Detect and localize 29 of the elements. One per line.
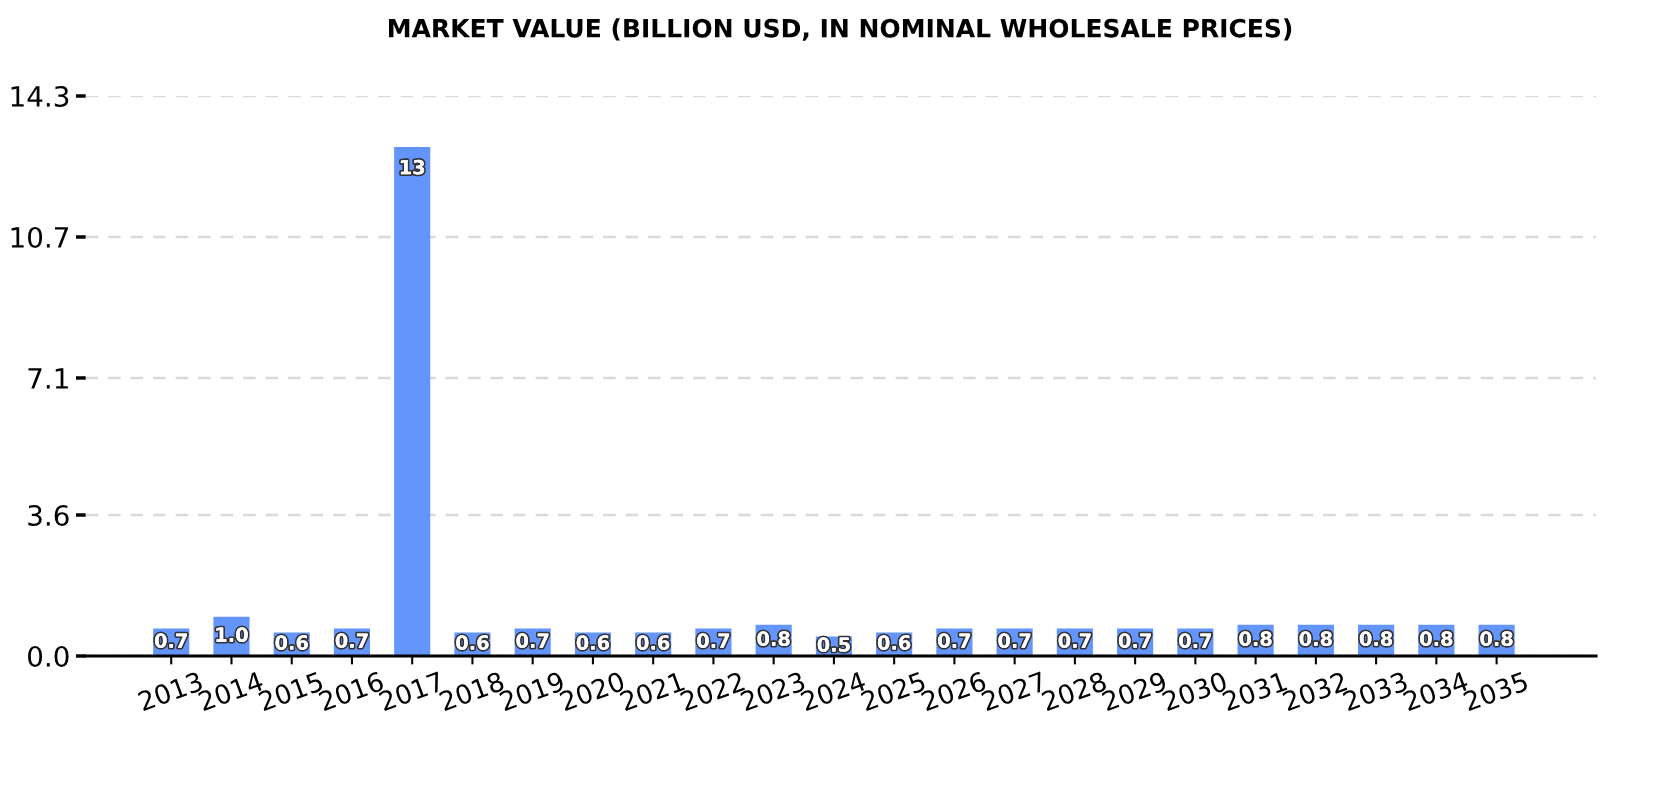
data-label: 0.5: [817, 637, 850, 652]
data-label: 0.7: [516, 633, 549, 648]
data-label: 0.8: [1420, 631, 1453, 646]
data-label: 13: [400, 159, 425, 175]
data-label: 0.7: [697, 633, 730, 648]
data-label: 0.7: [938, 633, 971, 648]
data-label: 0.6: [877, 635, 911, 650]
y-tick-label: 14.3: [11, 85, 69, 107]
y-tick-label: 7.1: [28, 368, 68, 389]
chart-title: MARKET VALUE (BILLION USD, IN NOMINAL WHOLESALE PRICES): [388, 18, 1292, 41]
data-label: 0.6: [576, 635, 610, 650]
data-label: 0.7: [1118, 633, 1151, 648]
data-label: 0.7: [998, 633, 1031, 648]
data-label: 0.6: [636, 635, 670, 650]
data-label: 0.7: [1058, 633, 1091, 648]
data-label: 0.8: [1299, 631, 1332, 646]
data-label: 0.8: [757, 631, 790, 646]
data-label: 0.7: [154, 633, 187, 648]
data-label: 1.0: [216, 627, 248, 643]
data-label: 0.6: [456, 635, 489, 650]
y-tick-label: 0.0: [28, 645, 69, 667]
data-label: 0.8: [1480, 631, 1513, 646]
data-label: 0.8: [1359, 631, 1393, 646]
y-tick-label: 3.6: [28, 504, 69, 526]
data-label: 0.7: [1179, 633, 1212, 648]
y-tick-label: 10.7: [11, 226, 69, 248]
data-label: 0.6: [275, 635, 308, 650]
data-label: 0.7: [335, 633, 368, 648]
data-label: 0.8: [1239, 631, 1272, 646]
